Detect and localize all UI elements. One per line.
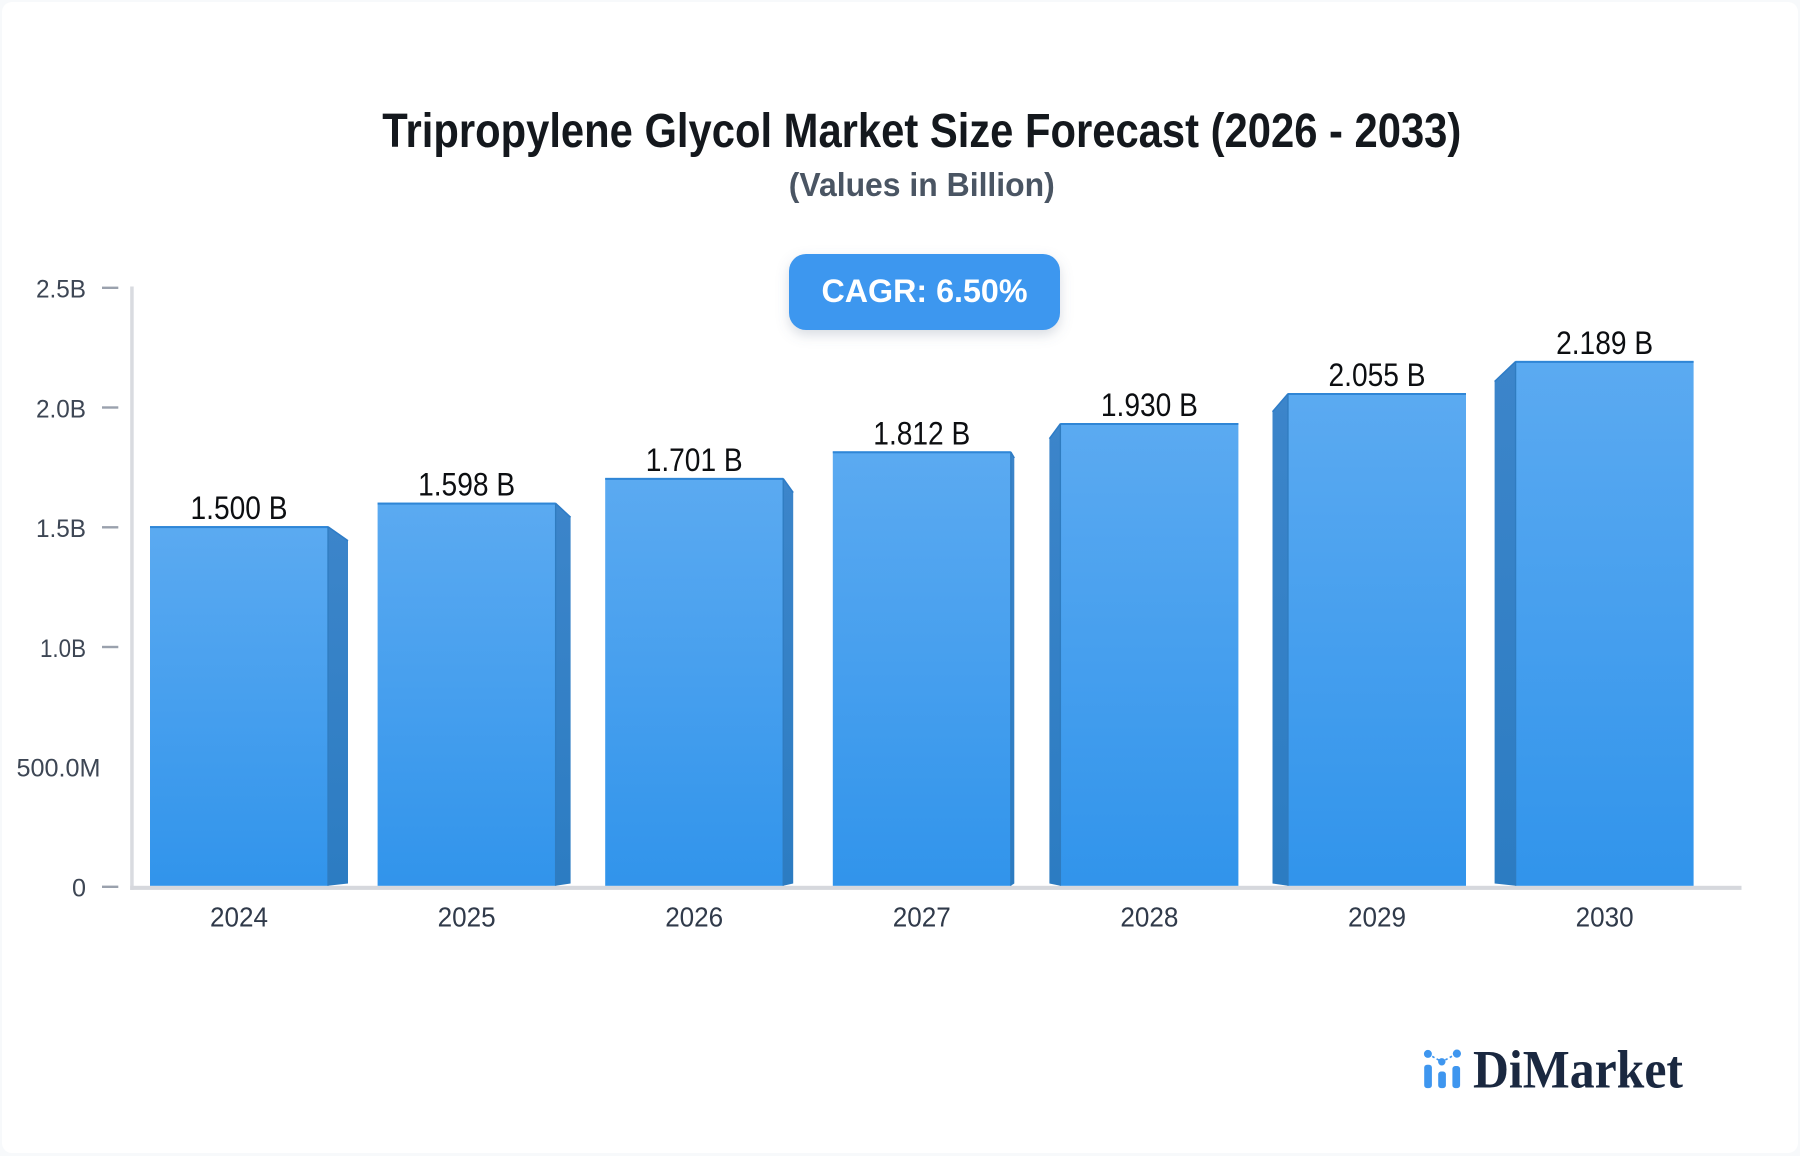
svg-text:1.812 B: 1.812 B — [873, 415, 970, 451]
svg-text:2.055 B: 2.055 B — [1329, 357, 1426, 393]
svg-text:0: 0 — [72, 875, 86, 903]
svg-text:CAGR: 6.50%: CAGR: 6.50% — [822, 273, 1028, 309]
svg-text:500.0M: 500.0M — [17, 754, 101, 782]
svg-text:1.701 B: 1.701 B — [646, 442, 743, 478]
svg-text:2025: 2025 — [438, 902, 496, 933]
svg-text:2027: 2027 — [893, 902, 951, 933]
svg-text:1.500 B: 1.500 B — [191, 490, 288, 526]
svg-text:1.5B: 1.5B — [36, 515, 86, 543]
svg-text:Tripropylene Glycol Market Siz: Tripropylene Glycol Market Size Forecast… — [382, 105, 1461, 158]
svg-text:1.930 B: 1.930 B — [1101, 387, 1198, 423]
svg-text:DiMarket: DiMarket — [1473, 1040, 1683, 1100]
svg-text:1.0B: 1.0B — [40, 635, 86, 663]
svg-text:2.189 B: 2.189 B — [1556, 325, 1653, 361]
svg-text:2.0B: 2.0B — [36, 396, 86, 424]
svg-text:1.598 B: 1.598 B — [418, 467, 515, 503]
svg-text:2030: 2030 — [1576, 902, 1634, 933]
svg-text:2026: 2026 — [665, 902, 723, 933]
svg-text:2024: 2024 — [210, 902, 268, 933]
svg-text:2.5B: 2.5B — [36, 276, 86, 304]
svg-text:(Values in Billion): (Values in Billion) — [789, 166, 1055, 203]
svg-text:2029: 2029 — [1348, 902, 1406, 933]
svg-text:2028: 2028 — [1120, 902, 1178, 933]
